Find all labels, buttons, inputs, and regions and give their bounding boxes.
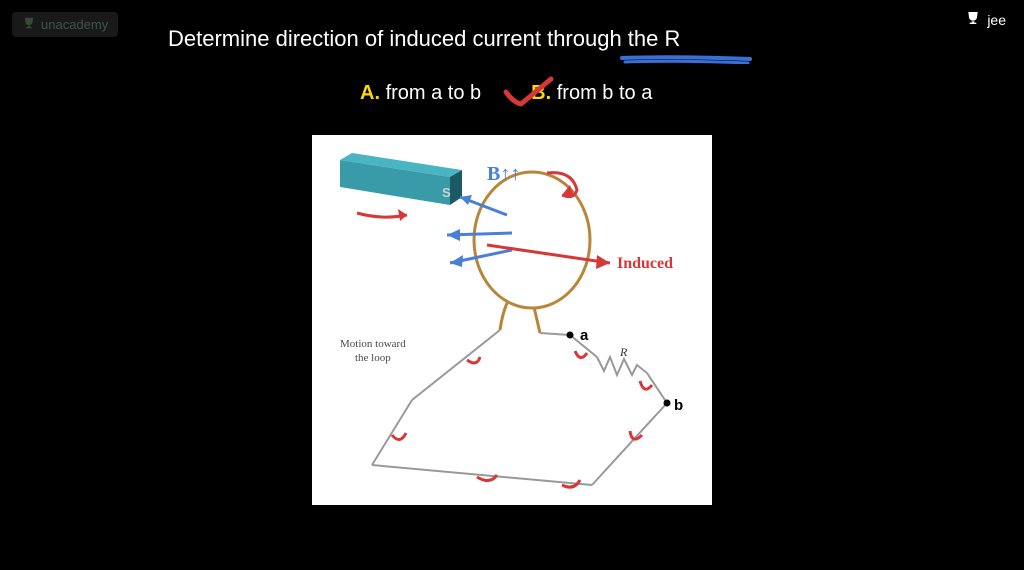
b-field-annotation: B↑↑ [487,163,520,186]
magnet: S [340,153,462,205]
option-a-letter: A. [360,82,380,104]
checkmark-annotation [501,74,561,109]
option-a: A. from a to b [360,82,481,105]
point-b-dot [664,400,671,407]
induced-annotation: Induced [617,255,673,273]
resistor-label: R [620,345,627,360]
underline-annotation [620,54,755,64]
induced-arrow [487,245,610,269]
diagram-svg: S [312,135,712,505]
option-b: B. from b to a [531,82,652,105]
answer-options: A. from a to b B. from b to a [360,82,652,105]
point-a-label: a [580,327,588,344]
jee-text: jee [987,12,1006,28]
option-b-text: from b to a [557,82,653,104]
motion-arrow [357,209,407,221]
jee-badge: jee [965,10,1006,29]
logo-text: unacademy [41,17,108,32]
point-b-label: b [674,397,683,414]
point-a-dot [567,332,574,339]
motion-label: Motion towardthe loop [340,337,406,366]
option-a-text: from a to b [386,82,482,104]
trophy-icon [22,16,36,33]
loop [474,172,590,308]
question-text: Determine direction of induced current t… [168,26,680,52]
field-arrows [447,195,512,267]
current-marks [392,351,652,487]
logo-badge: unacademy [12,12,118,37]
svg-text:S: S [442,185,451,200]
physics-diagram: S [312,135,712,505]
trophy-icon-jee [965,10,981,29]
